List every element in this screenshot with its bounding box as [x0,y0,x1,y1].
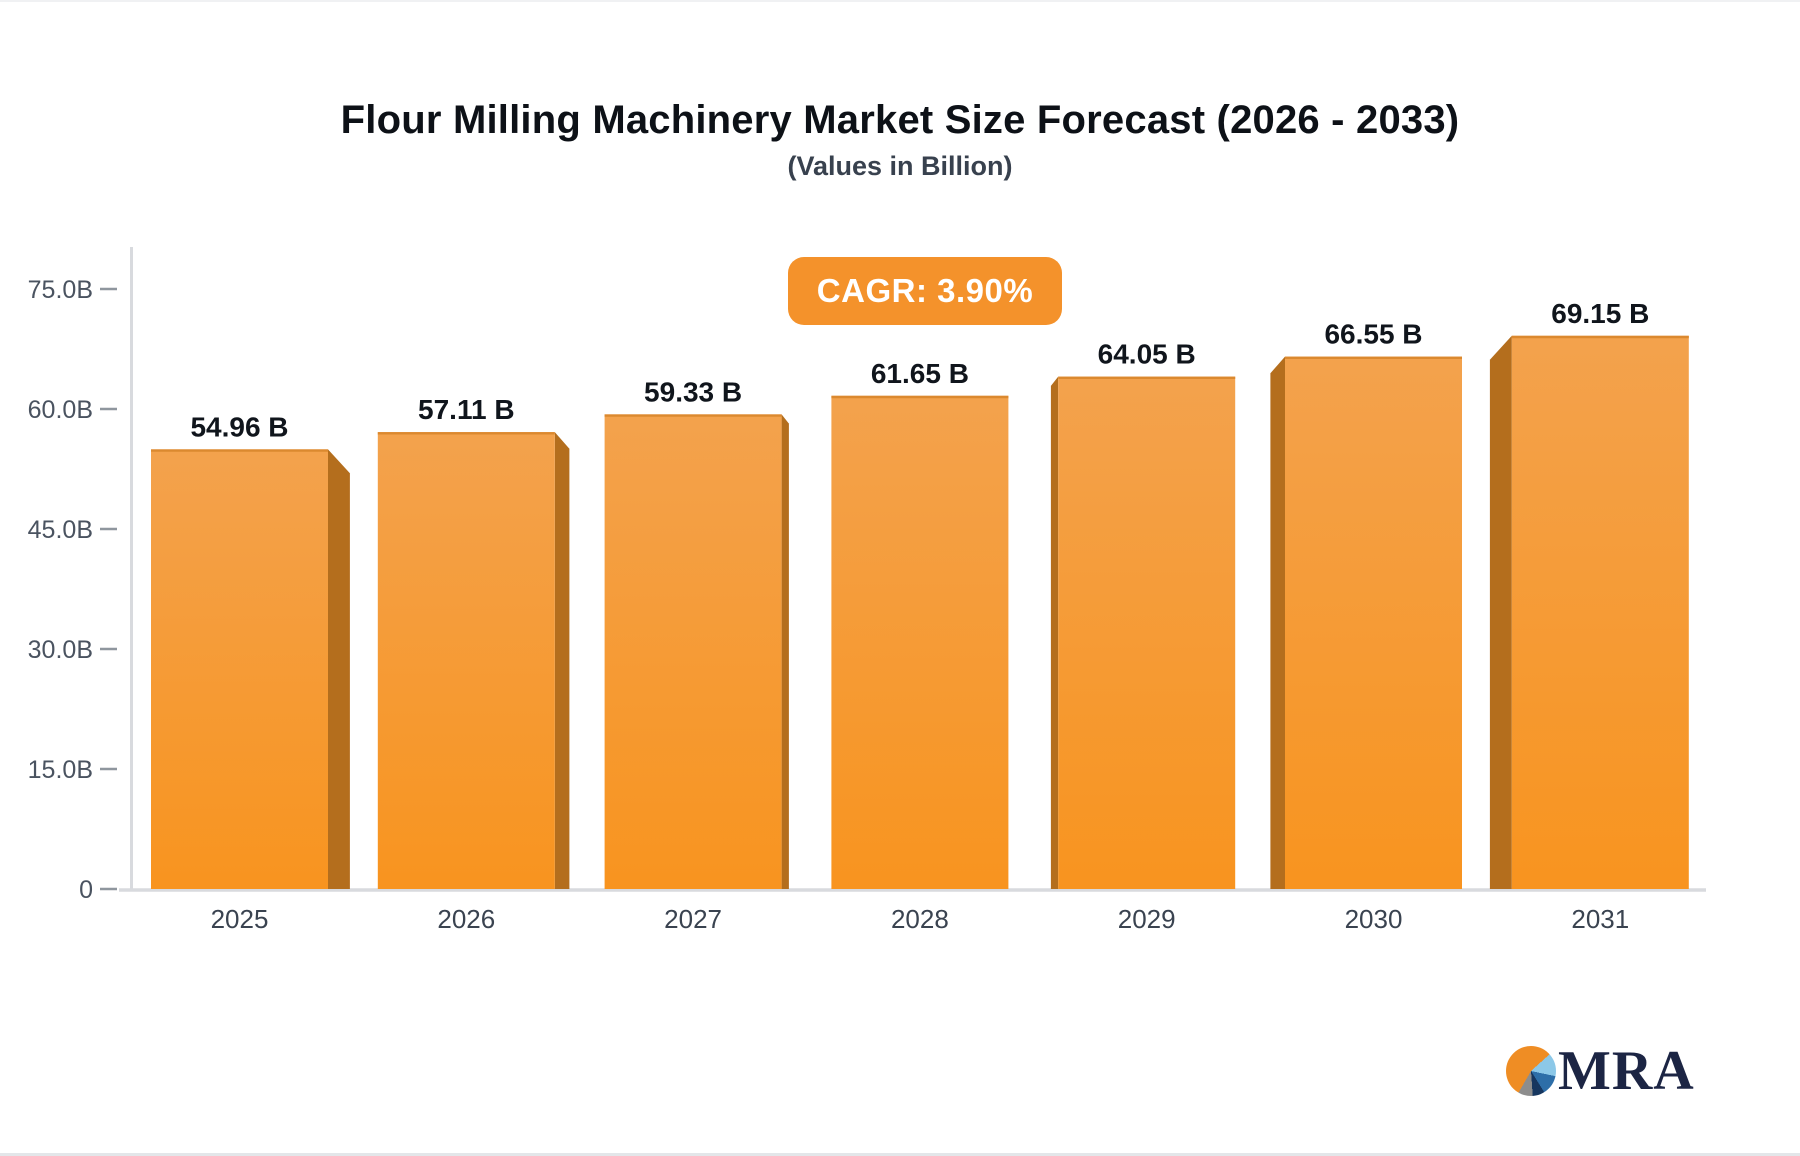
x-category-label: 2026 [437,904,495,934]
y-tick-label: 60.0B [28,396,93,424]
x-category-label: 2029 [1118,904,1176,934]
bar-side-panel [1050,376,1059,890]
bar-side-panel [554,432,570,889]
bar-face [831,395,1009,889]
x-category-label: 2028 [891,904,949,934]
bar-value-label: 54.96 B [190,411,288,442]
bar-face [1058,376,1236,890]
label-layer: 54.96 B 2025 57.11 B 2026 59.33 B 2027 61.65 B… [190,298,1649,934]
axis-layer: 0 15.0B 30.0B 45.0B 60.0B 75.0B [28,247,1706,904]
cagr-badge: CAGR: 3.90% [788,257,1062,325]
chart-subtitle: (Values in Billion) [787,151,1013,181]
bar-side-panel [328,449,350,889]
x-category-label: 2030 [1345,904,1403,934]
y-tick-label: 15.0B [28,756,93,784]
logo-text: MRA [1558,1040,1695,1102]
bar-face [1285,356,1462,890]
logo-pie-icon [1506,1046,1556,1096]
bar-face [377,432,555,889]
chart-title: Flour Milling Machinery Market Size Fore… [340,98,1460,142]
bar-layer [151,335,1689,890]
bar-face [1511,335,1689,889]
x-category-label: 2031 [1571,904,1629,934]
y-tick-label: 30.0B [28,636,93,664]
bar-side-panel [1270,356,1285,890]
bar-value-label: 69.15 B [1551,298,1649,329]
bar-value-label: 66.55 B [1324,319,1422,350]
bar-face [151,449,328,889]
bar-value-label: 64.05 B [1098,339,1196,370]
y-tick-label: 45.0B [28,516,93,544]
y-tick-label: 75.0B [28,276,93,304]
bar-value-label: 61.65 B [871,358,969,389]
x-category-label: 2027 [664,904,722,934]
x-category-label: 2025 [211,904,269,934]
bar-side-panel [1489,335,1512,889]
bar-value-label: 59.33 B [644,376,742,407]
y-tick-label: 0 [79,876,93,904]
brand-logo: MRA [1506,1042,1695,1100]
bar-face [604,414,782,889]
bar-side-panel [781,414,789,889]
bar-value-label: 57.11 B [418,394,515,425]
